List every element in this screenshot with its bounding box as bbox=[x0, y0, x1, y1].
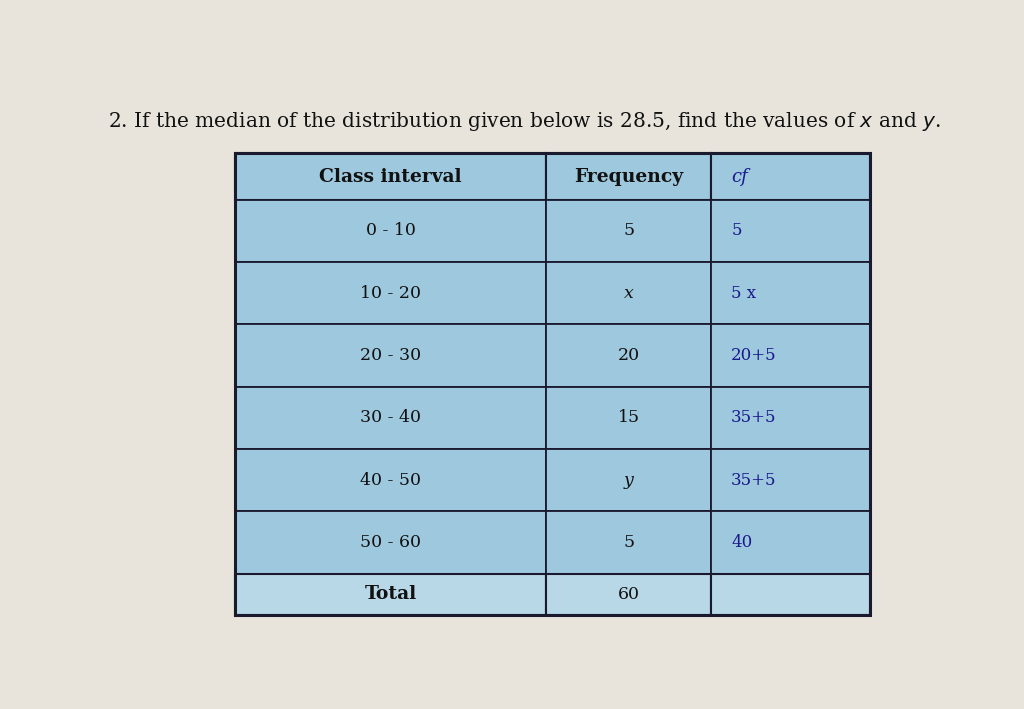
Text: 30 - 40: 30 - 40 bbox=[360, 409, 421, 426]
Text: cf: cf bbox=[731, 167, 748, 186]
Text: x: x bbox=[624, 285, 634, 302]
Bar bbox=[712, 325, 870, 386]
Bar bbox=[236, 386, 546, 449]
Text: 5: 5 bbox=[624, 223, 634, 240]
Text: 5 x: 5 x bbox=[731, 285, 757, 302]
Bar bbox=[546, 153, 712, 200]
Text: 2. If the median of the distribution given below is 28.5, find the values of $x$: 2. If the median of the distribution giv… bbox=[109, 110, 941, 133]
Bar bbox=[236, 325, 546, 386]
Bar bbox=[236, 262, 546, 325]
Bar bbox=[712, 449, 870, 511]
Text: 0 - 10: 0 - 10 bbox=[366, 223, 416, 240]
Text: 40: 40 bbox=[731, 534, 753, 551]
Bar bbox=[236, 200, 546, 262]
Text: 5: 5 bbox=[624, 534, 634, 551]
Text: 10 - 20: 10 - 20 bbox=[360, 285, 421, 302]
Bar bbox=[236, 574, 546, 615]
Text: 20: 20 bbox=[617, 347, 640, 364]
Bar bbox=[546, 511, 712, 574]
Text: Total: Total bbox=[365, 585, 417, 603]
Text: 35+5: 35+5 bbox=[731, 409, 776, 426]
Bar bbox=[546, 262, 712, 325]
Text: 60: 60 bbox=[617, 586, 640, 603]
Text: 50 - 60: 50 - 60 bbox=[360, 534, 421, 551]
Text: 40 - 50: 40 - 50 bbox=[360, 471, 421, 489]
Bar bbox=[236, 153, 546, 200]
Bar bbox=[712, 511, 870, 574]
Text: 20 - 30: 20 - 30 bbox=[360, 347, 421, 364]
Bar bbox=[236, 511, 546, 574]
Bar bbox=[236, 449, 546, 511]
Text: 20+5: 20+5 bbox=[731, 347, 777, 364]
Text: 35+5: 35+5 bbox=[731, 471, 776, 489]
Bar bbox=[546, 574, 712, 615]
Bar bbox=[712, 200, 870, 262]
Text: y: y bbox=[624, 471, 634, 489]
Bar bbox=[546, 449, 712, 511]
Bar bbox=[712, 574, 870, 615]
Bar bbox=[546, 325, 712, 386]
Text: 5: 5 bbox=[731, 223, 741, 240]
Bar bbox=[546, 386, 712, 449]
Bar bbox=[546, 200, 712, 262]
Bar bbox=[712, 153, 870, 200]
Text: Class interval: Class interval bbox=[319, 167, 462, 186]
Bar bbox=[236, 153, 870, 615]
Text: Frequency: Frequency bbox=[574, 167, 683, 186]
Text: 15: 15 bbox=[617, 409, 640, 426]
Bar bbox=[712, 386, 870, 449]
Bar bbox=[712, 262, 870, 325]
